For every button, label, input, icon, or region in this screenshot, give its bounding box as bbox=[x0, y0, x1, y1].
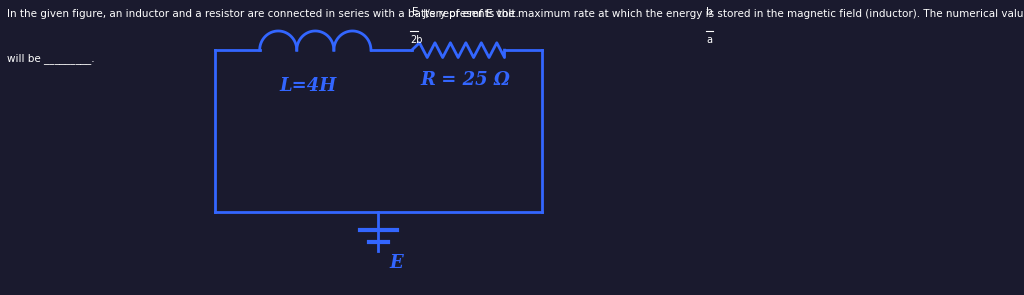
Text: b: b bbox=[707, 7, 713, 17]
Text: will be _________.: will be _________. bbox=[7, 53, 95, 64]
Text: a: a bbox=[707, 35, 713, 45]
Text: L=4H: L=4H bbox=[280, 77, 337, 95]
Text: J/s represents the maximum rate at which the energy is stored in the magnetic fi: J/s represents the maximum rate at which… bbox=[420, 9, 1024, 19]
Text: 2b: 2b bbox=[411, 35, 423, 45]
Text: R = 25 Ω: R = 25 Ω bbox=[421, 71, 511, 89]
Text: In the given figure, an inductor and a resistor are connected in series with a b: In the given figure, an inductor and a r… bbox=[7, 9, 522, 19]
Text: E: E bbox=[389, 254, 403, 272]
Text: E: E bbox=[412, 7, 418, 17]
